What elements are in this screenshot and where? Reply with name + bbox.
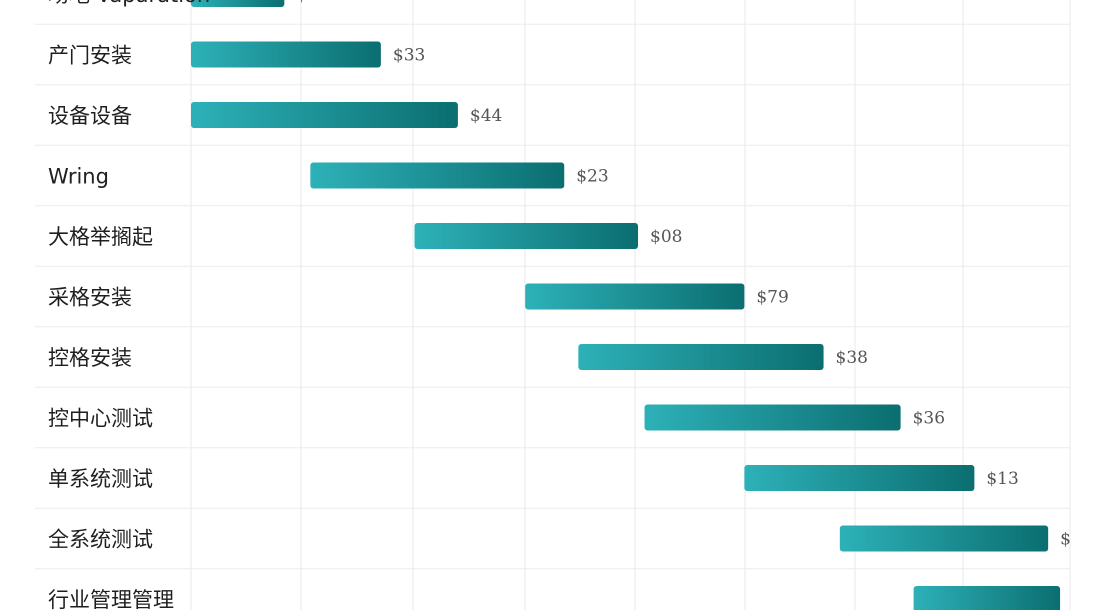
bar-value-label: $36	[913, 409, 945, 429]
row-label: 大格举搁起	[48, 225, 153, 249]
task-bar	[310, 162, 565, 189]
task-bar	[191, 102, 458, 128]
row-label: 产门安装	[48, 44, 132, 68]
task-bar	[644, 404, 901, 431]
row-label: 场地 Vaparation	[48, 0, 210, 7]
task-bar	[578, 344, 824, 370]
value-labels: $32 $33 $44 $23 $08 $79 $38 $36 $13 $	[296, 0, 1071, 550]
task-bar	[414, 223, 639, 249]
bar-value-label: $38	[836, 348, 868, 368]
bar-value-label: $13	[986, 469, 1018, 489]
task-bar	[191, 41, 381, 68]
bar-value-label: $23	[576, 167, 608, 187]
bar-value-label: $33	[393, 46, 425, 66]
grid	[35, 0, 1071, 610]
bar-value-label: $08	[650, 227, 682, 247]
task-bar	[839, 525, 1049, 552]
row-label: 设备设备	[48, 104, 132, 128]
bars	[191, 0, 1061, 610]
task-bar	[525, 283, 745, 310]
bar-value-label: $32	[296, 0, 328, 5]
row-label: 单系统测试	[48, 467, 153, 491]
bar-value-label: $	[1060, 530, 1071, 550]
task-bar	[744, 465, 975, 491]
row-label: Wring	[48, 165, 109, 189]
task-bar	[191, 0, 285, 7]
row-label: 行业管理管理	[48, 588, 174, 610]
task-bar	[913, 586, 1061, 610]
row-label: 全系统测试	[48, 528, 153, 552]
bar-value-label: $79	[756, 288, 788, 308]
row-label: 控中心测试	[48, 407, 153, 431]
row-label: 控格安装	[48, 346, 132, 370]
row-label: 采格安装	[48, 286, 132, 310]
bar-value-label: $44	[470, 106, 502, 126]
